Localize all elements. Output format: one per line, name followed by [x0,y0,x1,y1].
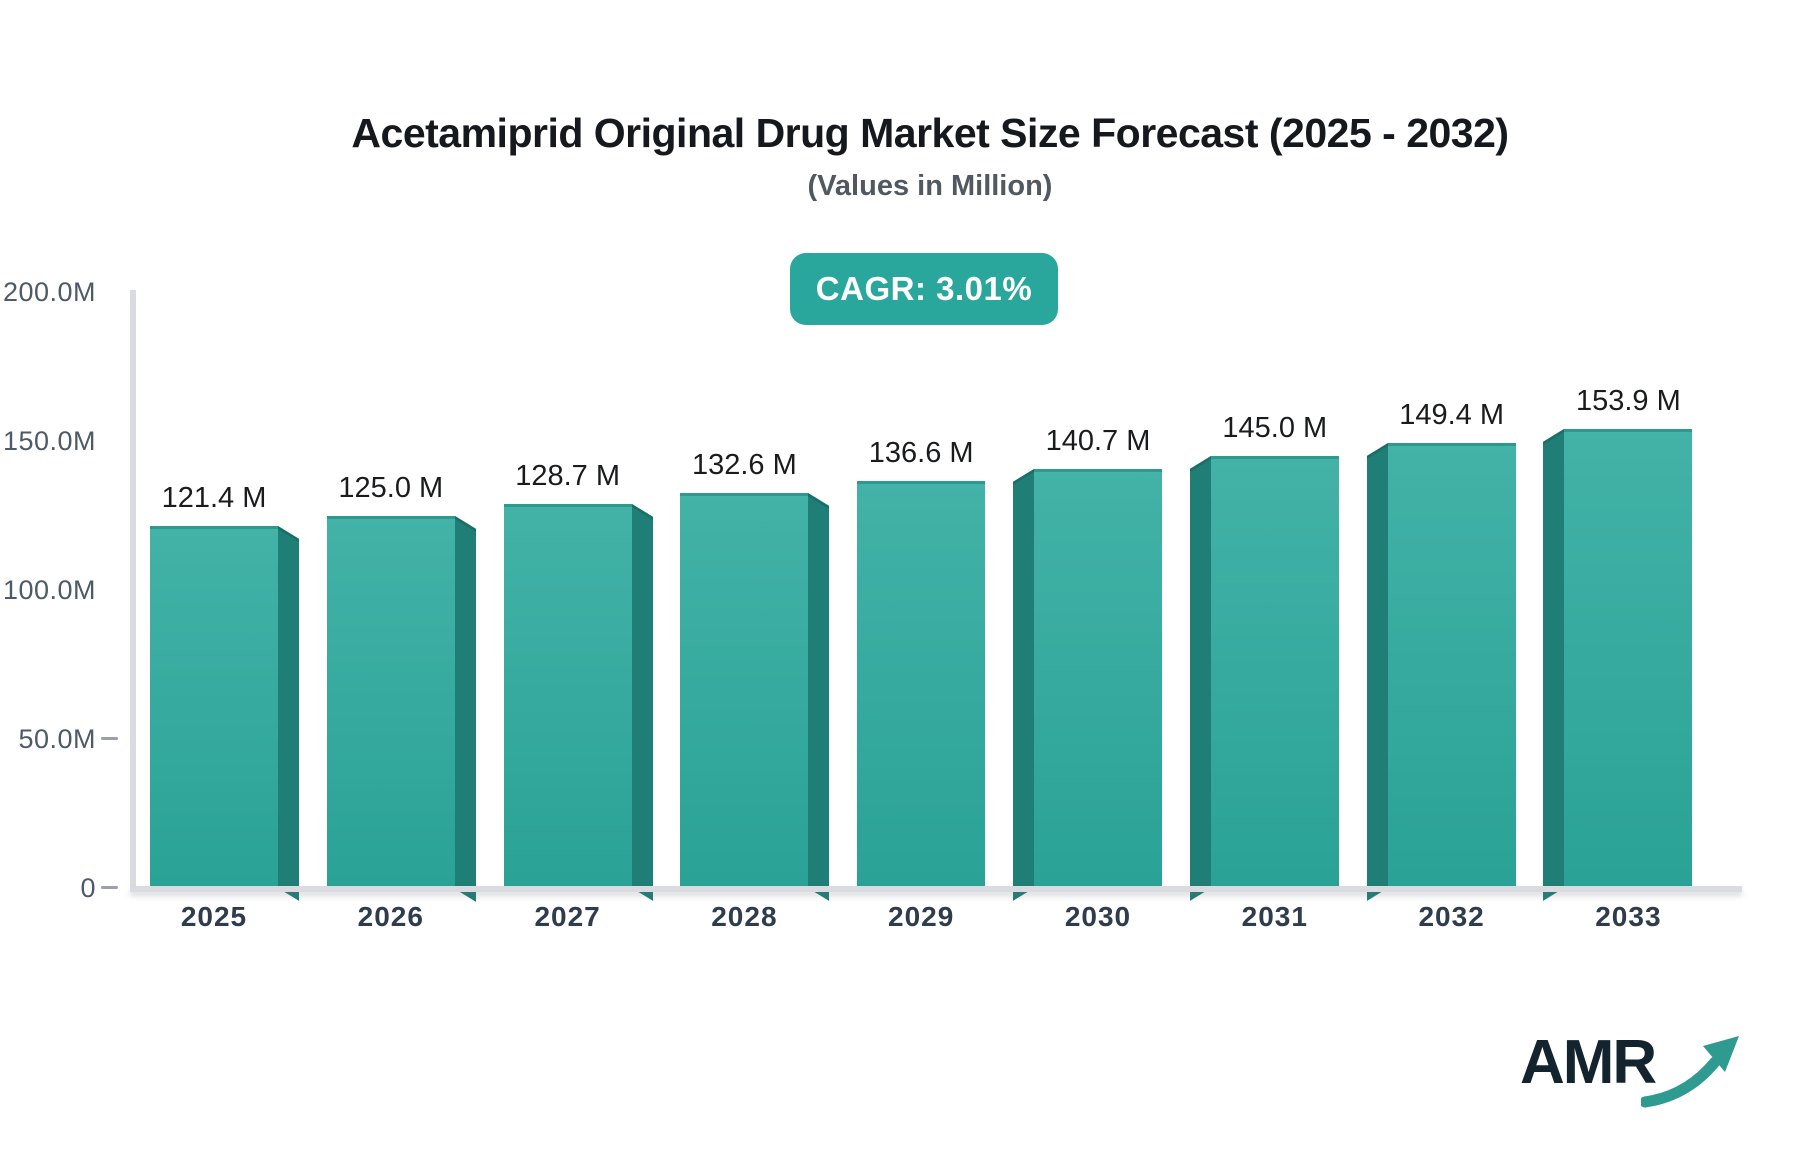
cagr-badge-label: CAGR: 3.01% [815,270,1033,307]
bar-value-label: 132.6 M [691,448,797,481]
bar-value-label: 136.6 M [868,436,974,469]
y-tick-label: 50.0M [18,724,96,754]
x-axis-label: 2029 [888,901,955,932]
bar-face [326,515,455,888]
bar-side [1543,429,1565,901]
y-tick-label: 150.0M [2,426,96,456]
x-axis-label: 2026 [357,901,424,932]
y-tick-dash [101,886,118,889]
y-tick-label: 0 [80,873,96,903]
bar-side [1189,455,1211,901]
bar-face [1564,429,1693,888]
bar-face [1210,455,1339,888]
bar-side [631,504,653,901]
cagr-badge: CAGR: 3.01% [790,253,1058,325]
x-axis-line [130,886,1742,892]
growth-arrow-icon [1641,1036,1740,1108]
bar-value-label: 140.7 M [1045,424,1151,457]
x-axis-label: 2027 [534,901,601,932]
bar-face [1387,442,1516,888]
brand-logo: AMR [1520,1028,1746,1108]
bar-face [150,526,278,888]
bar-side [278,526,299,901]
x-axis-label: 2033 [1595,901,1662,932]
y-axis-line [130,290,136,888]
bar-value-label: 121.4 M [161,482,267,515]
bar-side [1013,468,1034,901]
page-title: Acetamiprid Original Drug Market Size Fo… [351,110,1509,156]
y-tick-label: 100.0M [2,575,96,605]
y-tick-label: 200.0M [2,277,96,307]
x-axis-label: 2025 [180,901,248,932]
bar-side [808,492,830,901]
bar-value-label: 153.9 M [1575,385,1681,418]
bar-value-label: 128.7 M [515,460,620,493]
bar-face [680,492,809,888]
bar-face [857,480,986,888]
bar-face [1034,468,1162,888]
x-axis-label: 2032 [1418,901,1485,932]
bar-side [1366,442,1388,901]
brand-logo-text: AMR [1520,1028,1657,1097]
y-tick-dash [101,737,118,740]
bar-value-label: 149.4 M [1399,398,1504,431]
x-axis-label: 2028 [711,901,778,932]
bar-value-label: 125.0 M [338,471,444,504]
x-axis-label: 2031 [1241,901,1308,932]
bar-value-label: 145.0 M [1222,411,1328,444]
bar-face [503,504,632,888]
x-axis-label: 2030 [1064,901,1132,932]
page-subtitle: (Values in Million) [807,170,1053,202]
bar-side [454,515,476,901]
